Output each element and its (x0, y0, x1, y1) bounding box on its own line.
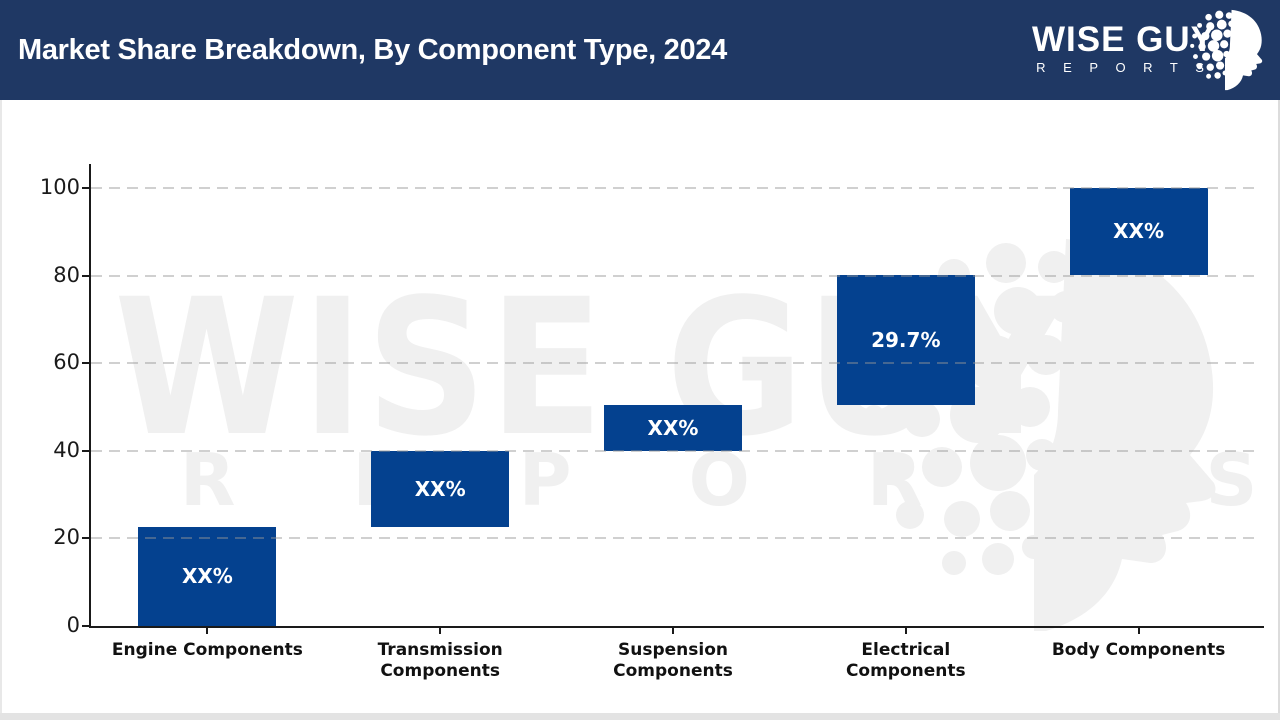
x-category-label: Electrical Components (845, 640, 966, 681)
bar-electrical: 29.7% (836, 274, 975, 405)
x-category-label: Transmission Components (377, 640, 503, 681)
logo-name: WISE GUY (1032, 20, 1216, 59)
wise-guy-logo: WISE GUY R E P O R T S (1006, 8, 1266, 92)
bar-value-label: 29.7% (871, 327, 941, 352)
bar-suspension: XX% (604, 404, 742, 452)
face-profile-icon (1190, 9, 1263, 91)
x-axis-line (89, 626, 1264, 628)
logo-tagline: R E P O R T S (1036, 60, 1211, 75)
page-title: Market Share Breakdown, By Component Typ… (18, 33, 727, 66)
x-tick-mark (206, 626, 209, 634)
x-category-label: Engine Components (111, 640, 303, 660)
y-tick-mark (82, 274, 90, 277)
y-tick-mark (82, 537, 90, 540)
y-axis-line (89, 164, 91, 628)
x-tick-mark (672, 626, 674, 634)
gridline-y80 (91, 274, 1255, 277)
x-category-label: Body Components (1051, 640, 1226, 660)
bar-value-label: XX% (647, 416, 699, 440)
y-tick-mark (82, 187, 90, 189)
gridline-y60 (91, 362, 1255, 365)
y-tick-label: 40 (53, 437, 80, 462)
x-category-label: Suspension Components (613, 640, 733, 681)
y-tick-label: 80 (53, 262, 80, 287)
bar-transmission: XX% (371, 451, 510, 527)
y-tick-label: 100 (39, 175, 80, 199)
logo-text-block: WISE GUY R E P O R T S (1032, 20, 1216, 76)
y-tick-label: 60 (53, 350, 80, 375)
bar-body-components: XX% (1069, 188, 1208, 275)
header-bar: Market Share Breakdown, By Component Typ… (0, 0, 1280, 100)
y-tick-mark (82, 449, 90, 452)
bar-value-label: XX% (414, 477, 466, 502)
y-tick-label: 20 (53, 525, 80, 550)
bar-engine-components: XX% (138, 527, 277, 626)
x-tick-mark (904, 626, 907, 634)
y-tick-label: 0 (66, 613, 80, 637)
footer-strip (0, 713, 1280, 720)
bar-value-label: XX% (181, 564, 233, 589)
x-tick-mark (439, 626, 442, 634)
y-tick-mark (82, 362, 90, 365)
chart-canvas: WISE GUY R E P O R T S 0 20 40 60 80 100 XX% En… (0, 100, 1280, 713)
y-tick-mark (82, 625, 90, 627)
bar-value-label: XX% (1113, 219, 1165, 244)
